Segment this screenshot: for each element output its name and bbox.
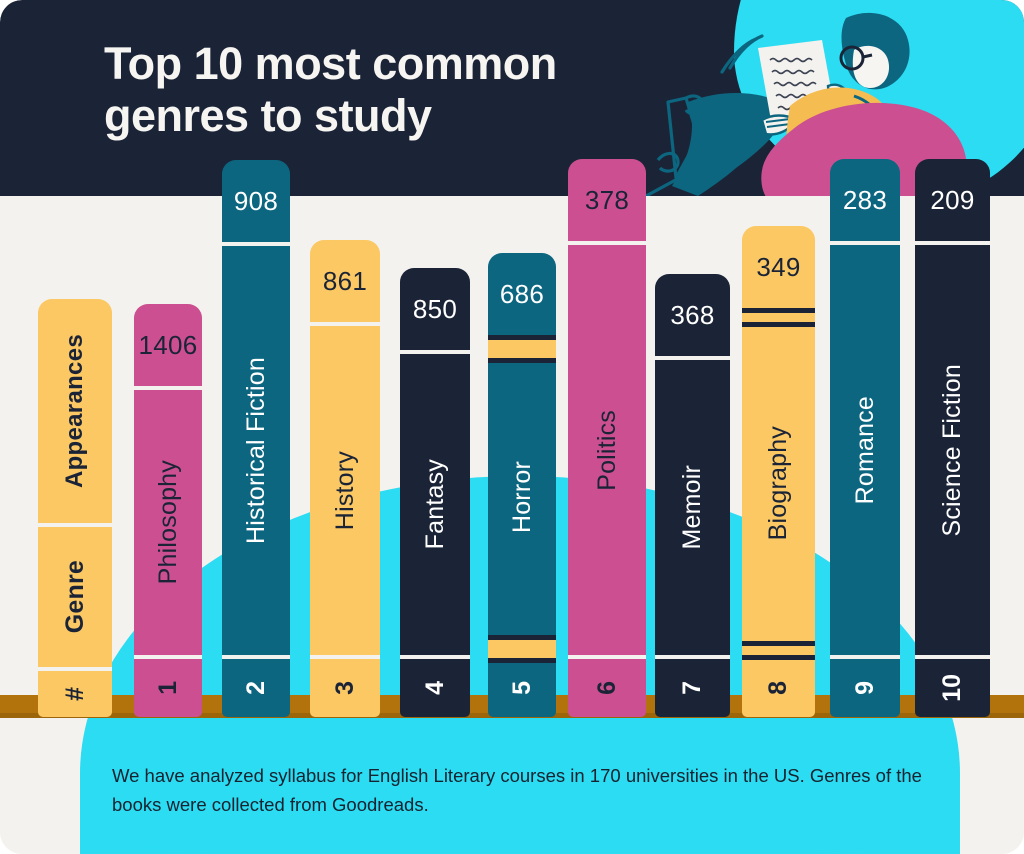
book-divider <box>830 655 900 659</box>
book-bar[interactable]: 368 Memoir 7 <box>655 274 730 717</box>
page-title: Top 10 most common genres to study <box>104 38 664 142</box>
legend-key-book: Appearances Genre # <box>38 299 112 717</box>
book-genre-label: Philosophy <box>153 460 182 585</box>
book-bar[interactable]: 378 Politics 6 <box>568 159 646 717</box>
book-divider <box>655 655 730 659</box>
book-rank: 3 <box>330 681 359 695</box>
book-genre-label: Biography <box>764 426 792 541</box>
book-rank: 2 <box>241 681 270 695</box>
book-genre-label: Horror <box>507 460 536 534</box>
book-rank: 9 <box>850 681 879 695</box>
legend-genre-label: Genre <box>60 560 89 634</box>
book-divider <box>222 655 290 659</box>
book-bar[interactable]: 1406 Philosophy 1 <box>134 304 202 717</box>
page-title-line2: genres to study <box>104 90 432 142</box>
book-bar[interactable]: 861 History 3 <box>310 240 380 717</box>
book-rank: 10 <box>938 674 966 702</box>
book-divider <box>742 641 815 646</box>
book-divider <box>568 655 646 659</box>
book-value: 908 <box>233 185 279 216</box>
page-title-line1: Top 10 most common <box>104 38 557 89</box>
book-divider <box>568 241 646 245</box>
book-divider <box>742 322 815 327</box>
book-rank: 6 <box>592 681 621 695</box>
book-bar[interactable]: 850 Fantasy 4 <box>400 268 470 717</box>
book-value: 209 <box>930 184 975 215</box>
book-rank: 7 <box>678 681 706 695</box>
book-genre-label: History <box>330 450 359 531</box>
book-value: 850 <box>412 293 458 324</box>
book-divider <box>488 635 556 640</box>
book-rank: 1 <box>153 681 182 695</box>
book-decor-band <box>488 640 556 658</box>
book-value: 283 <box>842 184 888 215</box>
book-divider <box>222 242 290 246</box>
book-divider <box>310 322 380 326</box>
book-bar[interactable]: 283 Romance 9 <box>830 159 900 717</box>
legend-appearances-label: Appearances <box>61 333 88 489</box>
book-genre-label: Politics <box>592 409 621 491</box>
book-rank: 5 <box>507 681 536 695</box>
book-divider <box>400 655 470 659</box>
book-bar[interactable]: 908 Historical Fiction 2 <box>222 160 290 717</box>
book-divider <box>742 308 815 313</box>
book-divider <box>134 655 202 659</box>
book-decor-band <box>488 340 556 358</box>
book-divider <box>488 658 556 663</box>
book-genre-label: Romance <box>850 395 879 505</box>
book-value: 686 <box>499 278 545 309</box>
book-genre-label: Fantasy <box>420 459 449 550</box>
book-value: 1406 <box>138 329 198 360</box>
book-value: 368 <box>670 299 715 330</box>
book-bar[interactable]: 209 Science Fiction 10 <box>915 159 990 717</box>
book-genre-label: Historical Fiction <box>241 357 270 544</box>
book-divider <box>915 241 990 245</box>
book-divider <box>742 655 815 660</box>
book-value: 861 <box>322 265 368 296</box>
legend-rank-label: # <box>60 687 89 701</box>
book-genre-label: Science Fiction <box>938 363 966 537</box>
person-reading-in-armchair-illustration <box>644 12 967 196</box>
book-value: 378 <box>584 184 630 215</box>
book-divider <box>830 241 900 245</box>
book-rank: 8 <box>764 681 792 695</box>
book-genre-label: Memoir <box>678 465 706 550</box>
book-divider <box>310 655 380 659</box>
book-bar[interactable]: 686 Horror 5 <box>488 253 556 717</box>
book-rank: 4 <box>420 681 449 695</box>
cyan-footer-panel <box>88 705 942 854</box>
book-divider <box>488 335 556 340</box>
book-bar[interactable]: 349 Biography 8 <box>742 226 815 717</box>
book-divider <box>655 356 730 360</box>
header-banner: Top 10 most common genres to study <box>0 0 1024 196</box>
footnote-text: We have analyzed syllabus for English Li… <box>112 765 922 815</box>
book-divider <box>915 655 990 659</box>
book-value: 349 <box>756 251 801 282</box>
book-divider <box>488 358 556 363</box>
book-divider <box>400 350 470 354</box>
book-divider <box>134 386 202 390</box>
